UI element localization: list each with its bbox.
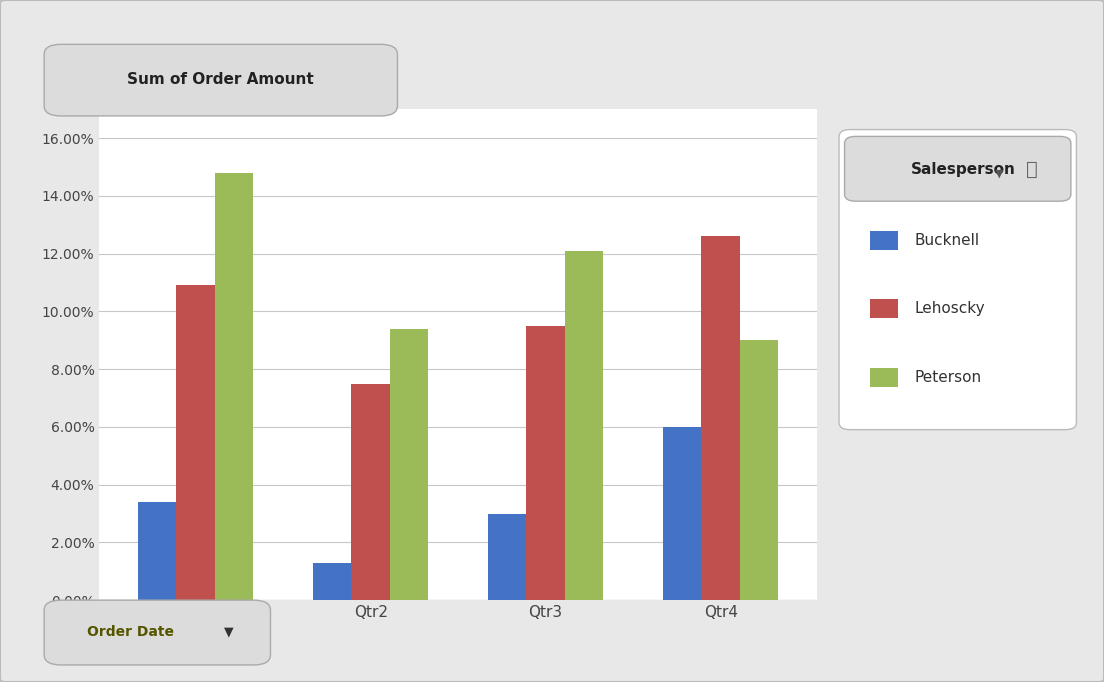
Bar (351, 383, 390, 600)
Bar (662, 427, 701, 600)
Text: Lehoscky: Lehoscky (914, 301, 985, 316)
Text: ▼: ▼ (995, 168, 1004, 178)
Bar (488, 514, 527, 600)
Bar (527, 326, 565, 600)
Bar (215, 173, 254, 600)
Text: Bucknell: Bucknell (914, 233, 979, 248)
Bar (177, 285, 215, 600)
Text: ⧩: ⧩ (1027, 160, 1038, 179)
Text: Peterson: Peterson (914, 370, 981, 385)
Text: ▼: ▼ (224, 625, 233, 639)
Text: Salesperson: Salesperson (911, 162, 1016, 177)
Text: Order Date: Order Date (87, 625, 173, 639)
Bar (701, 236, 740, 600)
Bar (565, 251, 604, 600)
Text: Sum of Order Amount: Sum of Order Amount (127, 72, 315, 87)
Bar (138, 502, 177, 600)
Bar (312, 563, 351, 600)
Bar (390, 329, 428, 600)
Bar (740, 340, 778, 600)
